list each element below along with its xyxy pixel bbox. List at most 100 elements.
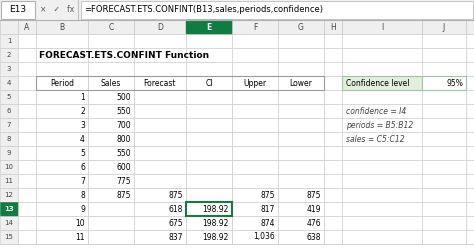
Bar [134,20,186,34]
Bar [0,160,18,174]
Bar [324,132,342,146]
Bar [232,188,278,202]
Bar [36,118,88,132]
Bar [466,118,474,132]
Text: 3: 3 [80,121,85,129]
Bar [186,202,232,216]
Bar [324,160,342,174]
Bar [342,174,422,188]
Text: B: B [59,23,64,31]
Bar [18,160,36,174]
Bar [134,174,186,188]
Bar [278,104,324,118]
Bar [88,76,134,90]
Bar [278,146,324,160]
Bar [232,104,278,118]
Bar [422,174,466,188]
Bar [342,76,422,90]
Bar [186,76,232,90]
Bar [134,34,186,48]
Bar [186,160,232,174]
Bar [466,76,474,90]
Bar [422,62,466,76]
Bar [342,34,422,48]
Bar [88,160,134,174]
Text: 4: 4 [80,134,85,144]
Bar [422,48,466,62]
Bar [0,188,18,202]
Bar [278,216,324,230]
Bar [278,174,324,188]
Bar [134,104,186,118]
Bar [18,34,36,48]
Bar [232,20,278,34]
Bar [134,230,186,244]
Bar [324,174,342,188]
Bar [186,160,232,174]
Bar [36,20,88,34]
Bar [36,90,88,104]
Bar [36,104,88,118]
Bar [186,132,232,146]
Bar [0,104,18,118]
Bar [36,90,88,104]
Bar [324,62,342,76]
Text: I: I [381,23,383,31]
Bar [466,174,474,188]
Bar [88,188,134,202]
Bar [36,202,88,216]
Bar [232,202,278,216]
Text: 817: 817 [261,205,275,214]
Bar [278,104,324,118]
Bar [88,62,134,76]
Text: Forecast: Forecast [144,79,176,88]
Bar [186,90,232,104]
Bar [18,146,36,160]
Bar [134,76,186,90]
Bar [278,188,324,202]
Bar [134,216,186,230]
Bar [324,20,342,34]
Text: 6: 6 [80,162,85,172]
Bar [324,188,342,202]
Bar [88,104,134,118]
Bar [232,34,278,48]
Bar [278,118,324,132]
Text: 875: 875 [168,190,183,199]
Bar [186,146,232,160]
Bar [186,104,232,118]
Bar [36,76,88,90]
Bar [466,188,474,202]
Bar [134,90,186,104]
Bar [134,188,186,202]
Bar [186,188,232,202]
Bar [36,174,88,188]
Bar [466,104,474,118]
Text: 875: 875 [117,190,131,199]
Text: ×   ✓   fx: × ✓ fx [40,5,74,14]
Bar [18,48,36,62]
Text: 198.92: 198.92 [202,205,229,214]
Bar [18,104,36,118]
Text: 14: 14 [5,220,13,226]
Bar [0,132,18,146]
Bar [422,160,466,174]
Bar [88,118,134,132]
Bar [324,76,342,90]
Bar [36,146,88,160]
Bar [0,62,18,76]
Text: E13: E13 [9,5,27,14]
Bar [186,230,232,244]
Bar [88,174,134,188]
Bar [88,90,134,104]
Bar [88,188,134,202]
Text: 7: 7 [80,177,85,186]
Bar [134,174,186,188]
Bar [36,146,88,160]
Bar [232,90,278,104]
Bar [1,1,35,19]
Bar [232,174,278,188]
Bar [36,76,88,90]
Text: 10: 10 [75,218,85,227]
Text: =FORECAST.ETS.CONFINT(B13,sales,periods,confidence): =FORECAST.ETS.CONFINT(B13,sales,periods,… [84,5,323,14]
